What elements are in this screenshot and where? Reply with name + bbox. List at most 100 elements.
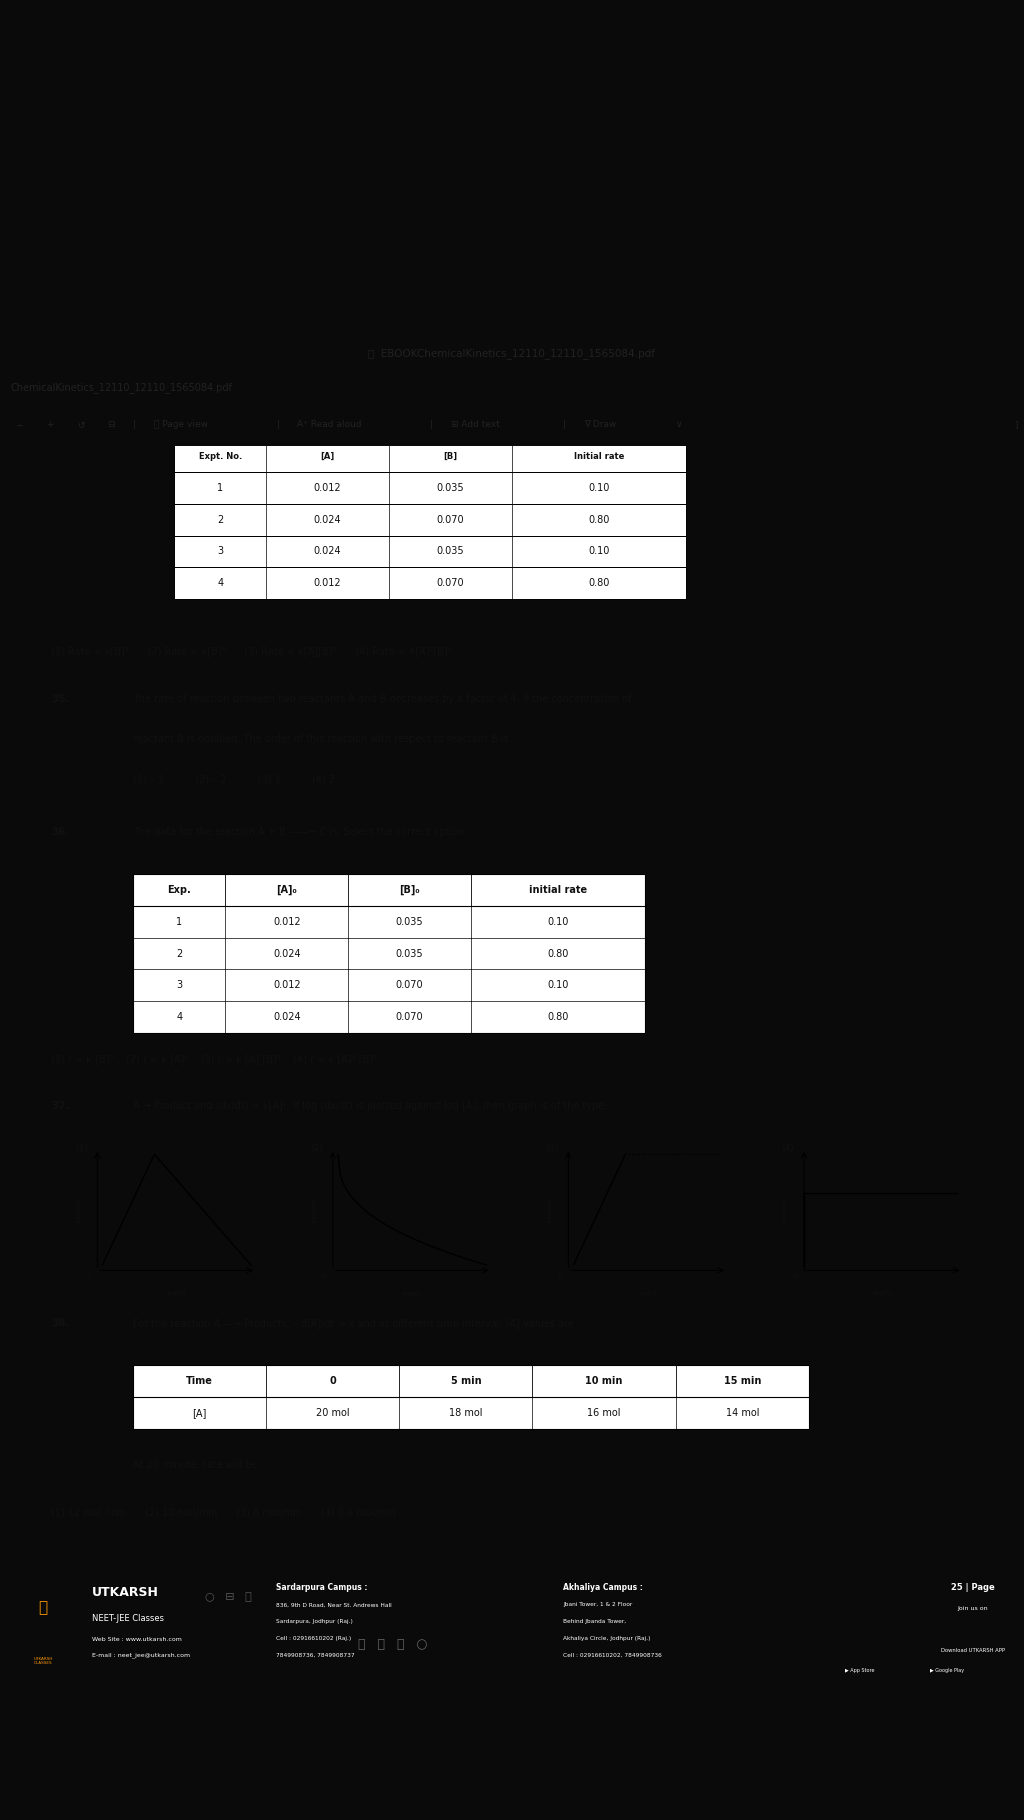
Text: Cell : 02916610202 (Raj.): Cell : 02916610202 (Raj.) xyxy=(276,1636,351,1642)
Text: 0.012: 0.012 xyxy=(314,579,341,588)
Text: log(dx/dt): log(dx/dt) xyxy=(77,1198,81,1221)
Circle shape xyxy=(893,1613,918,1638)
Text: |: | xyxy=(133,420,136,430)
Text: UTKARSH
CLASSES: UTKARSH CLASSES xyxy=(34,1656,52,1665)
Text: 0.035: 0.035 xyxy=(437,546,464,557)
Text: ॐ: ॐ xyxy=(39,1600,47,1616)
Text: Exp.: Exp. xyxy=(167,885,191,895)
Text: 0.070: 0.070 xyxy=(396,981,423,990)
Text: |: | xyxy=(563,420,566,430)
Text: Behind Jbanda Tower,: Behind Jbanda Tower, xyxy=(563,1620,627,1623)
Text: 18 mol: 18 mol xyxy=(450,1409,482,1418)
Text: ○   ⊟   ⬛: ○ ⊟ ⬛ xyxy=(205,1592,252,1602)
Text: 0.80: 0.80 xyxy=(589,579,609,588)
Text: ∇ Draw: ∇ Draw xyxy=(584,420,616,430)
Text: (2): (2) xyxy=(310,1143,323,1152)
Text: Jbani Tower, 1 & 2 Floor: Jbani Tower, 1 & 2 Floor xyxy=(563,1602,633,1607)
Text: Web Site : www.utkarsh.com: Web Site : www.utkarsh.com xyxy=(92,1638,182,1642)
Text: +: + xyxy=(46,420,53,430)
Text: initial rate: initial rate xyxy=(529,885,587,895)
Text: 0.070: 0.070 xyxy=(437,515,464,524)
Text: A → Product and (dx/dt) = k[A]². If log (dx/dt) is plotted against log [A], then: A → Product and (dx/dt) = k[A]². If log … xyxy=(133,1101,608,1112)
Text: 37.: 37. xyxy=(51,1101,70,1112)
Text: [B]: [B] xyxy=(443,451,458,460)
Text: Expt. No.: Expt. No. xyxy=(199,451,242,460)
Text: ∨: ∨ xyxy=(676,420,682,430)
Text: For the reaction A —→ Products, – d[A]/dt = k and at different time interval, [A: For the reaction A —→ Products, – d[A]/d… xyxy=(133,1318,581,1329)
Text: ⊞ Add text: ⊞ Add text xyxy=(451,420,500,430)
Text: At 20 minute, rate will be :: At 20 minute, rate will be : xyxy=(133,1460,264,1471)
Text: (1) – 1          (2) – 2          (3) 1          (4) 2: (1) – 1 (2) – 2 (3) 1 (4) 2 xyxy=(133,774,335,784)
Bar xyxy=(0,1571,1024,1687)
Text: reactant B is doubled. The order of this reaction with respect to reactant B is: reactant B is doubled. The order of this… xyxy=(133,733,509,744)
Bar xyxy=(174,473,686,504)
Text: Time: Time xyxy=(186,1376,213,1387)
Text: ⎕ Page view: ⎕ Page view xyxy=(154,420,208,430)
Bar xyxy=(824,1658,896,1682)
Text: 0.10: 0.10 xyxy=(548,917,568,926)
Text: 0.10: 0.10 xyxy=(548,981,568,990)
Text: E-mail : neet_jee@utkarsh.com: E-mail : neet_jee@utkarsh.com xyxy=(92,1653,190,1658)
Text: 2: 2 xyxy=(176,948,182,959)
Text: 0.10: 0.10 xyxy=(589,482,609,493)
Text: O: O xyxy=(793,1274,799,1279)
Bar xyxy=(133,874,645,1032)
Text: UTKARSH: UTKARSH xyxy=(92,1585,159,1598)
Text: O: O xyxy=(322,1274,328,1279)
Text: ↺: ↺ xyxy=(77,420,84,430)
Text: log[A]: log[A] xyxy=(638,1292,657,1296)
Text: ChemicalKinetics_12110_12110_1565084.pdf: ChemicalKinetics_12110_12110_1565084.pdf xyxy=(10,382,232,393)
Text: 836, 9th D Road, Near St. Andrews Hall: 836, 9th D Road, Near St. Andrews Hall xyxy=(276,1602,392,1607)
Text: Cell : 02916610202, 7849908736: Cell : 02916610202, 7849908736 xyxy=(563,1653,662,1658)
Text: O: O xyxy=(557,1274,563,1279)
Text: Akhaliya Circle, Jodhpur (Raj.): Akhaliya Circle, Jodhpur (Raj.) xyxy=(563,1636,650,1642)
Text: 0.024: 0.024 xyxy=(314,546,341,557)
Text: 4: 4 xyxy=(217,579,223,588)
Text: The rate of reaction between two reactants A and B decreases by a factor of 4, i: The rate of reaction between two reactan… xyxy=(133,693,632,704)
Text: 16 mol: 16 mol xyxy=(588,1409,621,1418)
Text: Sardarpura, Jodhpur (Raj.): Sardarpura, Jodhpur (Raj.) xyxy=(276,1620,353,1623)
Text: |: | xyxy=(430,420,433,430)
Text: ⊟: ⊟ xyxy=(108,420,115,430)
Bar xyxy=(174,440,686,473)
Circle shape xyxy=(926,1613,950,1638)
Bar xyxy=(5,1574,82,1684)
Bar xyxy=(133,1365,809,1429)
Text: [A]₀: [A]₀ xyxy=(276,885,297,895)
Text: log[A]: log[A] xyxy=(402,1292,422,1296)
Text: [A]: [A] xyxy=(321,451,335,460)
Text: Akhaliya Campus :: Akhaliya Campus : xyxy=(563,1583,643,1591)
Text: ▶ Google Play: ▶ Google Play xyxy=(930,1667,965,1673)
Text: Join us on: Join us on xyxy=(957,1605,988,1611)
Bar xyxy=(174,568,686,599)
Text: −: − xyxy=(15,420,23,430)
Text: log(dx/dt): log(dx/dt) xyxy=(783,1198,787,1221)
Text: 0.070: 0.070 xyxy=(396,1012,423,1023)
Text: 14 mol: 14 mol xyxy=(726,1409,759,1418)
Text: (1) r = k [B]³    (2) r = k [A]²    (3) r = k [A] [B]⁴    (4) r = k [A]² [B]²: (1) r = k [B]³ (2) r = k [A]² (3) r = k … xyxy=(51,1054,377,1065)
Text: 38.: 38. xyxy=(51,1318,70,1329)
Text: 3: 3 xyxy=(176,981,182,990)
Text: 0.80: 0.80 xyxy=(548,1012,568,1023)
Text: (1): (1) xyxy=(75,1143,87,1152)
Text: log[A]: log[A] xyxy=(167,1292,186,1296)
Text: (4): (4) xyxy=(781,1143,794,1152)
Circle shape xyxy=(860,1613,885,1638)
Text: (3): (3) xyxy=(546,1143,558,1152)
Text: 0.012: 0.012 xyxy=(273,981,300,990)
Text: |: | xyxy=(276,420,280,430)
Text: ]: ] xyxy=(1014,420,1017,430)
Text: 0.035: 0.035 xyxy=(396,917,423,926)
Text: 35.: 35. xyxy=(51,693,70,704)
Text: 2: 2 xyxy=(217,515,223,524)
Text: 0.024: 0.024 xyxy=(314,515,341,524)
Bar xyxy=(174,535,686,568)
Text: 20 mol: 20 mol xyxy=(316,1409,349,1418)
Text: 0.10: 0.10 xyxy=(589,546,609,557)
Text: 0: 0 xyxy=(330,1376,336,1387)
Text: NEET-JEE Classes: NEET-JEE Classes xyxy=(92,1614,164,1623)
Text: 3: 3 xyxy=(217,546,223,557)
Text: 📕  EBOOKChemicalKinetics_12110_12110_1565084.pdf: 📕 EBOOKChemicalKinetics_12110_12110_1565… xyxy=(369,348,655,359)
Text: A⁺ Read aloud: A⁺ Read aloud xyxy=(297,420,361,430)
Text: 0.070: 0.070 xyxy=(437,579,464,588)
